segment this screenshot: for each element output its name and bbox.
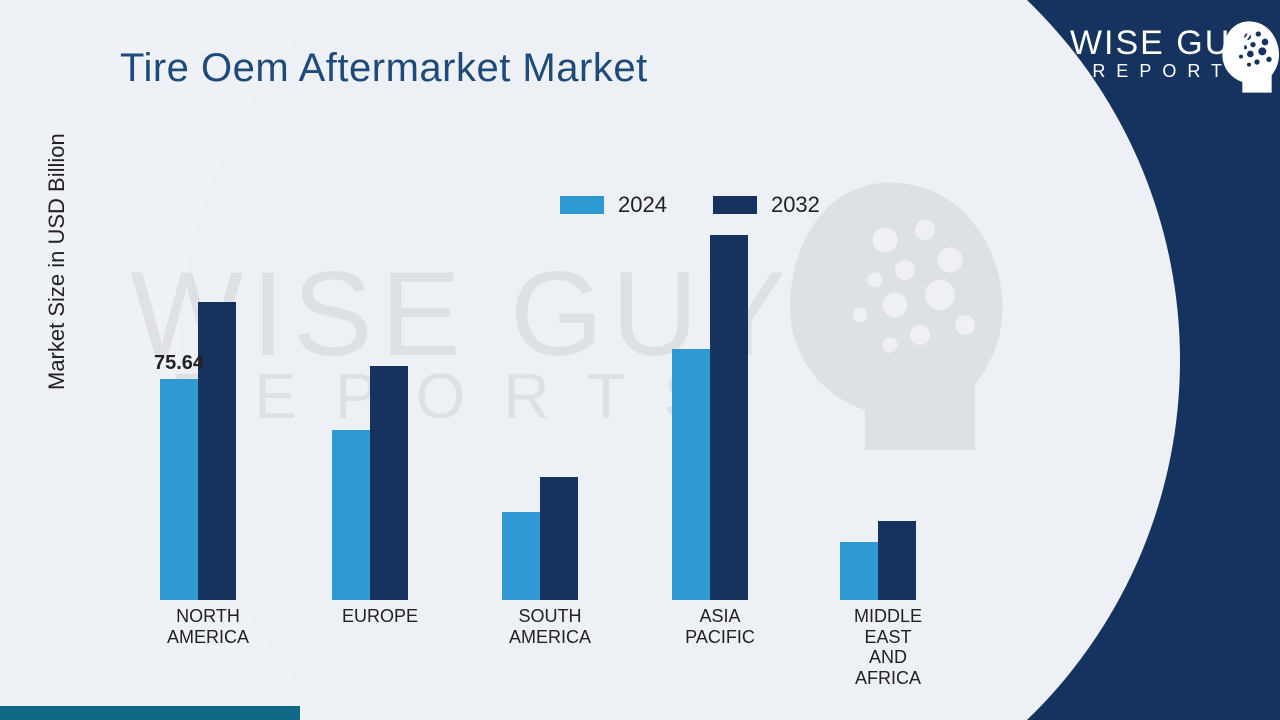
legend-swatch-2032 [713,196,757,214]
stage: WISE GUY REPORTS Tire Oem Aftermarket Ma… [0,0,1280,720]
legend-item-2032: 2032 [713,192,820,218]
x-tick-label: MIDDLE EAST AND AFRICA [818,606,958,689]
bar [160,379,198,600]
x-axis-labels: NORTH AMERICA EUROPE SOUTH AMERICA ASIA PAC… [118,600,938,720]
legend-label-2024: 2024 [618,192,667,218]
legend-item-2024: 2024 [560,192,667,218]
bar [710,235,748,600]
bar [332,430,370,600]
legend-swatch-2024 [560,196,604,214]
bar-chart: 75.64 [118,220,938,600]
bar [878,521,916,600]
bar [198,302,236,600]
x-tick-label: SOUTH AMERICA [480,606,620,647]
legend: 2024 2032 [560,192,820,218]
bar [540,477,578,600]
bar [370,366,408,600]
brand-line1: WISE GUY [1070,26,1256,60]
x-tick-label: ASIA PACIFIC [650,606,790,647]
bottom-accent-bar [0,706,300,720]
brand-logo: WISE GUY REPORTS [1070,26,1256,80]
brand-line2: REPORTS [1070,62,1256,80]
bar-value-label: 75.64 [144,352,214,375]
legend-label-2032: 2032 [771,192,820,218]
chart-title: Tire Oem Aftermarket Market [120,46,648,91]
bar [672,349,710,600]
bar [840,542,878,600]
y-axis-label: Market Size in USD Billion [44,133,70,390]
x-tick-label: NORTH AMERICA [138,606,278,647]
x-tick-label: EUROPE [310,606,450,627]
bar [502,512,540,600]
